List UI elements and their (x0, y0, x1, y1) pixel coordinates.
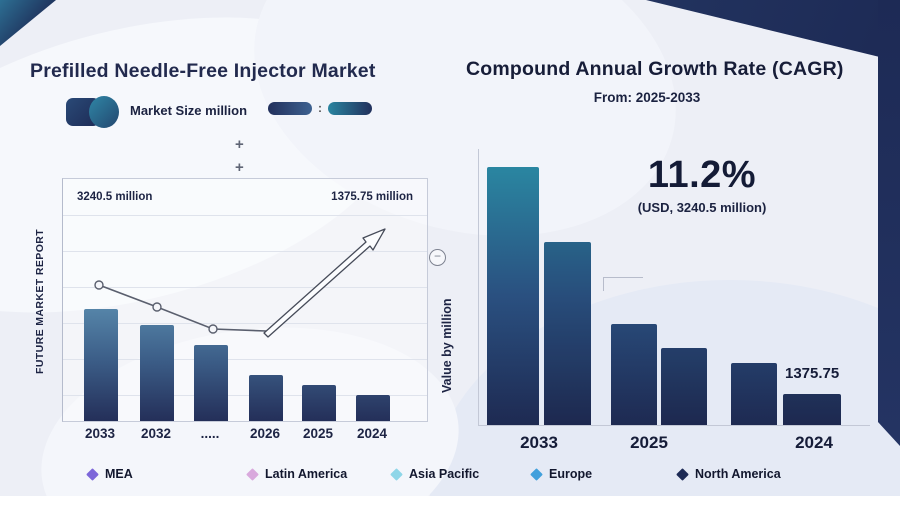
right-bar-chart: 1375.75 2033 2025 2024 (478, 149, 870, 452)
cagr-usd-note: (USD, 3240.5 million) (637, 200, 767, 215)
gridline (63, 287, 427, 288)
right-xlabel-2024: 2024 (795, 433, 833, 452)
right-bar-2024-secondary (783, 394, 841, 425)
left-bar-2026 (249, 375, 283, 421)
right-bar-2033-secondary (544, 242, 591, 425)
left-chart-title: Prefilled Needle-Free Injector Market (30, 60, 376, 82)
value-by-million-axis-label: Value by million (440, 298, 454, 394)
left-bar-2032 (140, 325, 174, 421)
cagr-value-block: 11.2% (USD, 3240.5 million) (577, 154, 827, 215)
right-xlabel-2033: 2033 (520, 433, 558, 452)
gridline (63, 359, 427, 360)
cylinder-face (89, 96, 119, 128)
plus-decoration-icon: + (235, 159, 244, 176)
market-size-cylinder-icon (66, 96, 120, 128)
capsule-icon (328, 102, 372, 115)
cagr-percentage: 11.2% (647, 154, 757, 196)
plus-decoration-icon: + (235, 136, 244, 153)
left-legend-label: Market Size million (130, 103, 248, 118)
gridline (63, 251, 427, 252)
max-value-annotation: 3240.5 million (77, 191, 153, 203)
left-bars-group (63, 179, 427, 421)
right-chart-title: Compound Annual Growth Rate (CAGR) (466, 58, 844, 80)
right-min-value-annotation: 1375.75 (785, 365, 840, 382)
right-edge-accent-bar (878, 0, 900, 446)
capsule-icon (268, 102, 312, 115)
right-bar-2024-primary (731, 363, 777, 425)
left-bar-chart: 3240.5 million 1375.75 million (62, 178, 428, 422)
future-market-report-label: FUTURE MARKET REPORT (34, 228, 46, 374)
left-bar-2025 (302, 385, 336, 421)
minus-circle-icon: − (429, 249, 446, 266)
corner-accent-top-right (646, 0, 900, 62)
min-value-annotation: 1375.75 million (331, 191, 413, 203)
right-bar-2025-primary (611, 324, 657, 425)
right-bar-2025-secondary (661, 348, 707, 425)
gridline (63, 323, 427, 324)
legend-capsules: : (268, 102, 372, 115)
cagr-period-subtitle: From: 2025-2033 (593, 90, 701, 105)
right-bar-2033-primary (487, 167, 539, 425)
right-xlabel-2025: 2025 (630, 433, 668, 452)
left-bar-..... (194, 345, 228, 421)
left-bar-2033 (84, 309, 118, 421)
trend-arrow-overlay (94, 228, 386, 338)
corner-accent-top-left (0, 0, 56, 46)
gridline (63, 215, 427, 216)
bracket-decoration (603, 277, 643, 291)
bottom-white-strip (0, 496, 900, 506)
capsule-separator: : (318, 101, 322, 115)
left-bar-2024 (356, 395, 390, 421)
gridline (63, 395, 427, 396)
